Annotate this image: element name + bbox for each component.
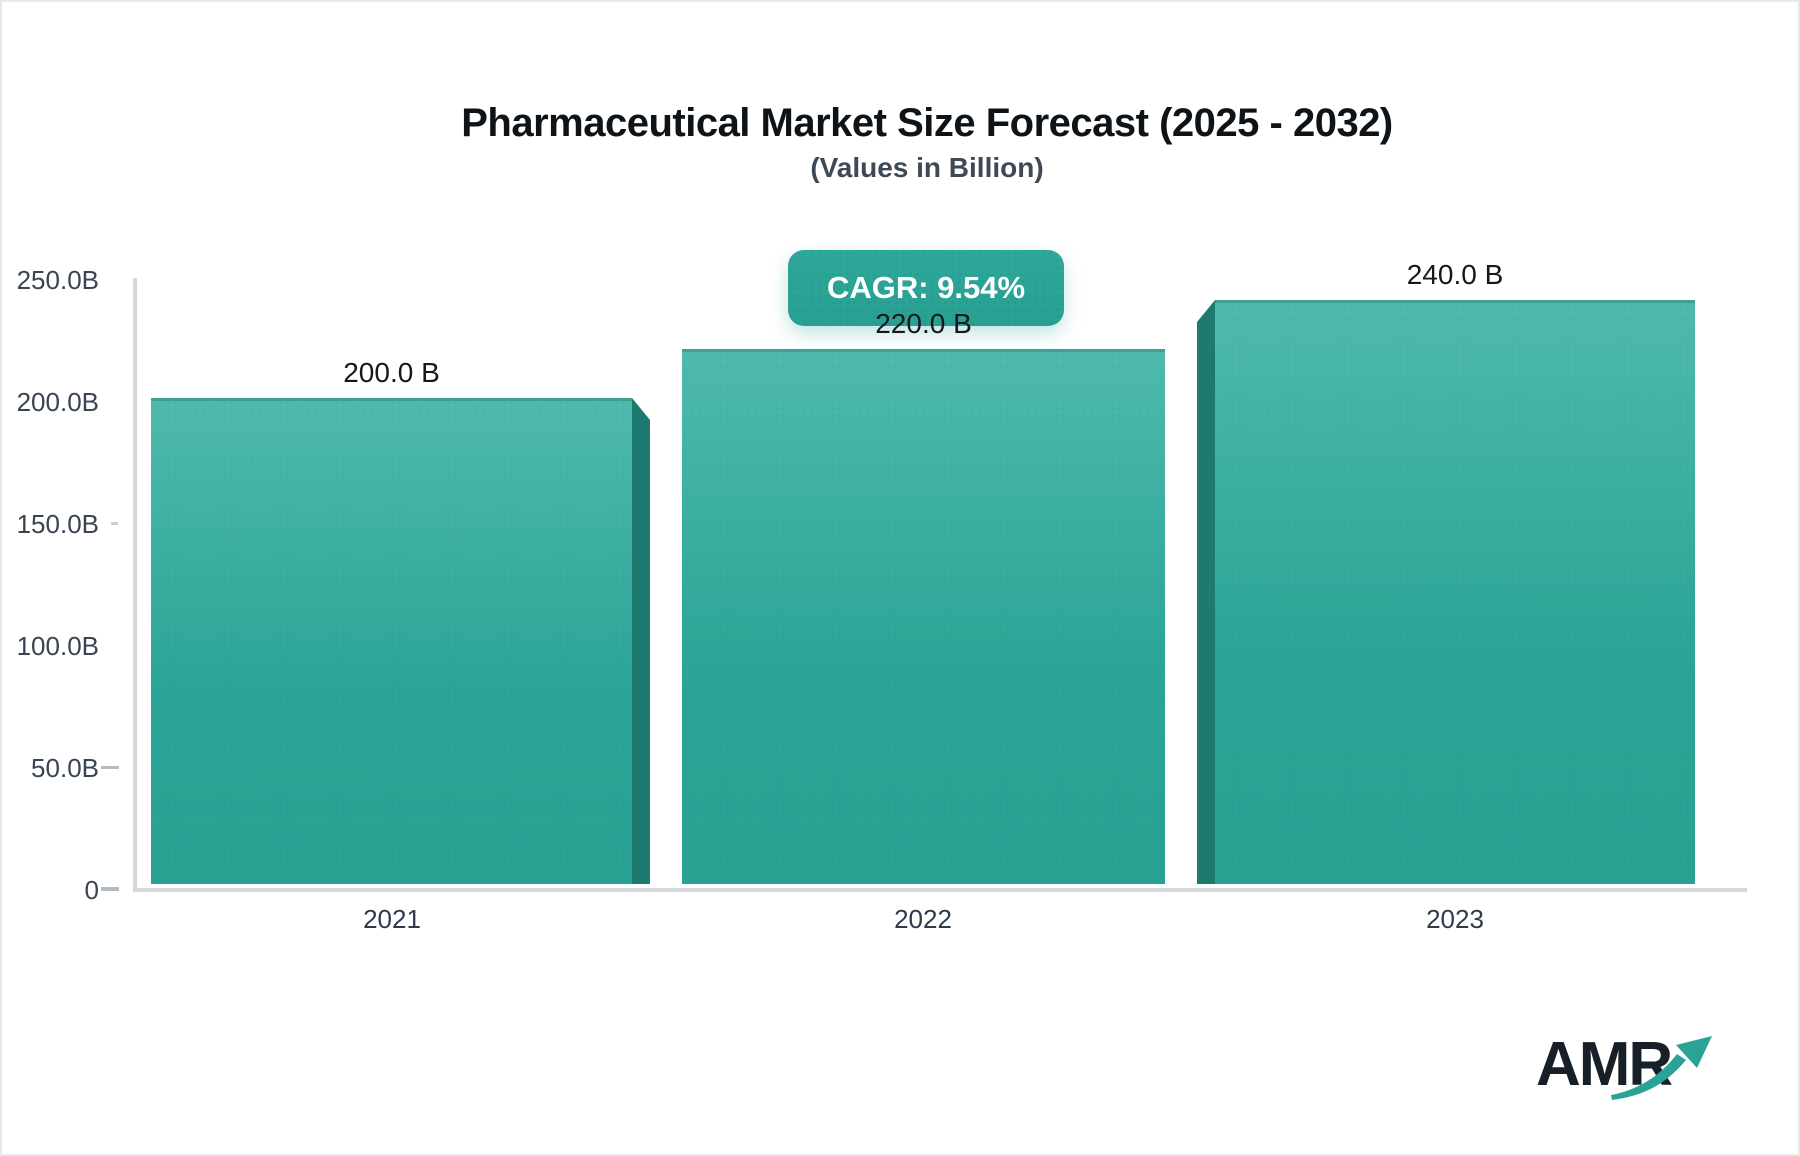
- y-tick-200: 200.0B: [16, 387, 99, 417]
- x-axis-line: [133, 888, 1747, 892]
- y-tick-100: 100.0B: [16, 631, 99, 661]
- bar-group-2023: 240.0 B: [1197, 259, 1695, 884]
- x-tick-2023: 2023: [1426, 904, 1484, 934]
- chart-subtitle: (Values in Billion): [810, 152, 1044, 183]
- y-tick-150: 150.0B: [16, 509, 99, 539]
- bar-group-2022: 220.0 B: [682, 308, 1165, 884]
- bar-value-label-2022: 220.0 B: [875, 308, 972, 339]
- x-tick-2021: 2021: [363, 904, 421, 934]
- bar-group-2021: 200.0 B: [151, 357, 650, 884]
- bar-value-label-2021: 200.0 B: [343, 357, 440, 388]
- bar-value-label-2023: 240.0 B: [1406, 259, 1504, 290]
- x-tick-2022: 2022: [894, 904, 952, 934]
- bar-2021[interactable]: [151, 398, 632, 884]
- y-tick-mark-0: [101, 887, 119, 891]
- cagr-badge: CAGR: 9.54%: [788, 250, 1064, 326]
- y-tick-mark-150: [111, 522, 118, 525]
- growth-arrow-icon: [1604, 1032, 1720, 1113]
- y-tick-0: 0: [84, 875, 99, 905]
- amr-logo: AMR: [1536, 1026, 1736, 1118]
- y-tick-mark-50: [101, 766, 119, 769]
- bar-2021-side-shadow: [632, 398, 650, 884]
- y-axis-line: [133, 278, 137, 890]
- y-tick-250: 250.0B: [16, 265, 99, 295]
- bar-2023-side-shadow: [1197, 300, 1215, 884]
- bar-2022[interactable]: [682, 349, 1165, 884]
- chart-title: Pharmaceutical Market Size Forecast (202…: [461, 101, 1393, 145]
- bar-2023[interactable]: [1215, 300, 1695, 884]
- y-tick-50: 50.0B: [31, 753, 99, 783]
